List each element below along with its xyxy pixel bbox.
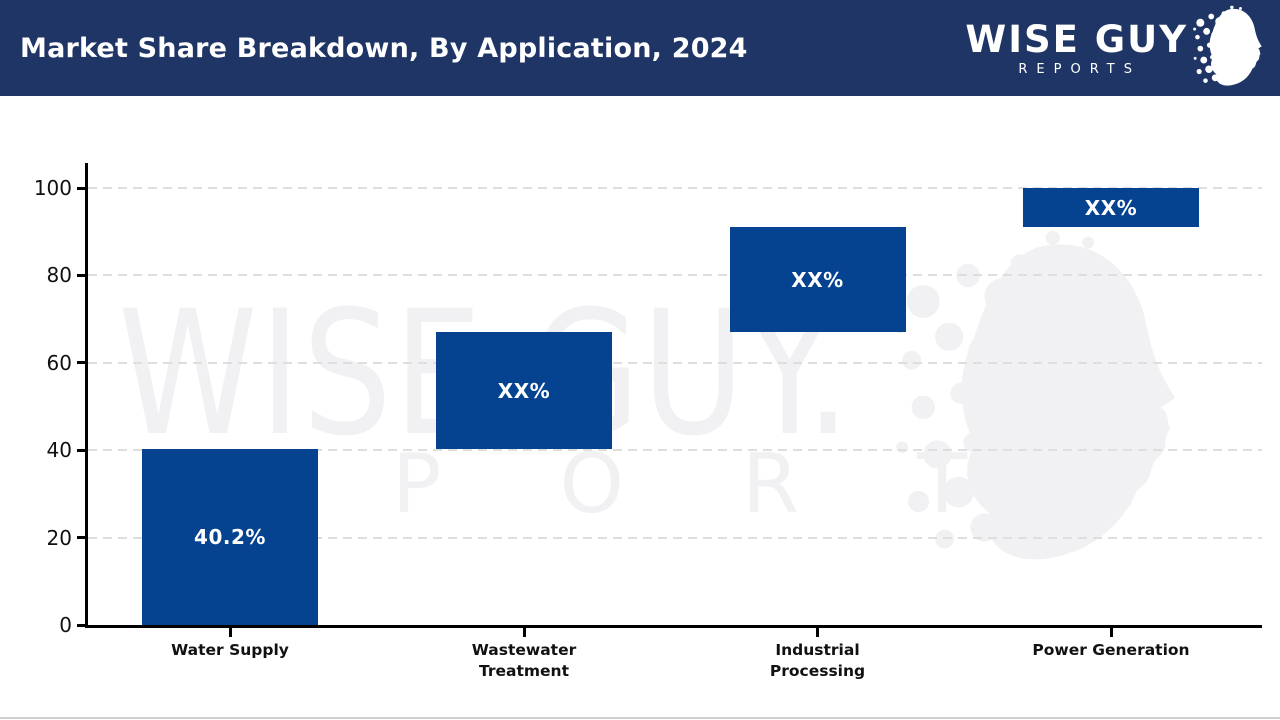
y-tick-label: 40 [46,438,72,463]
y-tick-mark [77,186,86,190]
category-label: Wastewater Treatment [409,640,639,682]
brand-name: WISE GUY [965,17,1188,61]
x-tick-mark [228,628,232,637]
y-axis-line [85,163,88,628]
brand-subtitle: REPORTS [1018,61,1141,77]
header-bar: Market Share Breakdown, By Application, … [0,0,1280,96]
waterfall-bar: XX% [436,332,612,450]
x-axis-line [85,625,1262,628]
page-title: Market Share Breakdown, By Application, … [20,32,748,64]
waterfall-bar: 40.2% [142,449,318,625]
y-tick-label: 0 [59,613,72,637]
bar-value-label: XX% [1084,195,1138,220]
y-tick-label: 100 [33,176,72,200]
gridline [88,187,1262,189]
category-label-line: Wastewater [471,641,577,659]
y-tick-label: 60 [46,350,72,375]
gridline [88,536,1262,539]
x-tick-mark [1109,628,1113,637]
dotted-head-profile-icon [1193,5,1262,86]
category-label: Industrial Processing [703,640,933,682]
watermark-head-profile-icon [893,230,1176,560]
category-label-line: Water Supply [171,641,289,659]
waterfall-bar: XX% [729,227,906,333]
category-label-line: Power Generation [1032,641,1190,659]
bar-value-label: 40.2% [194,525,266,550]
gridline [88,361,1262,364]
bar-value-label: XX% [497,378,551,403]
x-tick-mark [522,628,526,637]
y-tick-mark [77,623,86,627]
y-tick-mark [77,361,86,365]
category-label-line: Treatment [478,662,569,680]
category-label-line: Processing [769,662,866,680]
bottom-divider [0,717,1280,719]
waterfall-bar: XX% [1023,188,1199,228]
gridline [88,274,1262,277]
y-tick-mark [77,448,86,452]
brand-logo-text: WISE GUY REPORTS [965,21,1188,76]
category-label-line: Industrial [775,641,860,659]
y-tick-mark [77,536,86,540]
brand-logo: WISE GUY REPORTS [965,4,1268,92]
x-tick-mark [816,628,819,637]
y-tick-label: 20 [46,525,72,550]
bar-value-label: XX% [791,267,844,292]
y-tick-label: 80 [46,263,72,288]
y-tick-mark [77,273,86,277]
category-label: Power Generation [996,640,1226,661]
category-label: Water Supply [115,640,345,661]
gridline [88,449,1262,452]
